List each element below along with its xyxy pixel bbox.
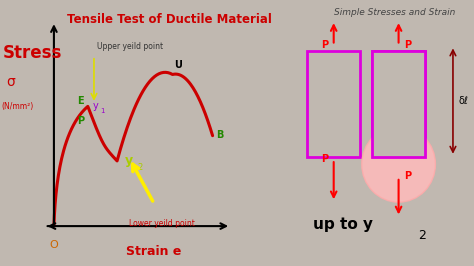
Text: Stress: Stress xyxy=(3,44,63,62)
Text: P: P xyxy=(404,171,411,181)
Text: Simple Stresses and Strain: Simple Stresses and Strain xyxy=(334,8,456,16)
Text: P: P xyxy=(404,40,411,50)
Text: 1: 1 xyxy=(100,108,105,114)
Text: Tensile Test of Ductile Material: Tensile Test of Ductile Material xyxy=(67,13,272,26)
Text: P: P xyxy=(321,40,328,50)
Text: σ: σ xyxy=(6,76,15,89)
Text: Upper yeild point: Upper yeild point xyxy=(97,41,163,51)
Text: y: y xyxy=(92,101,98,111)
Text: 2: 2 xyxy=(418,228,426,242)
Text: P: P xyxy=(77,116,84,126)
Text: δℓ: δℓ xyxy=(458,96,468,106)
Bar xyxy=(307,51,360,157)
Text: y: y xyxy=(125,153,133,167)
Bar xyxy=(372,51,425,157)
Text: 2: 2 xyxy=(137,163,142,172)
Text: P: P xyxy=(321,154,328,164)
Text: U: U xyxy=(174,60,182,70)
Text: Lower yeild point: Lower yeild point xyxy=(129,219,195,228)
Text: up to y: up to y xyxy=(313,217,373,232)
Text: Strain e: Strain e xyxy=(127,245,182,258)
Ellipse shape xyxy=(362,126,436,202)
Bar xyxy=(372,51,425,157)
Text: E: E xyxy=(77,96,83,106)
Text: B: B xyxy=(216,130,223,140)
Text: (N/mm²): (N/mm²) xyxy=(1,102,34,111)
Text: O: O xyxy=(49,240,58,250)
